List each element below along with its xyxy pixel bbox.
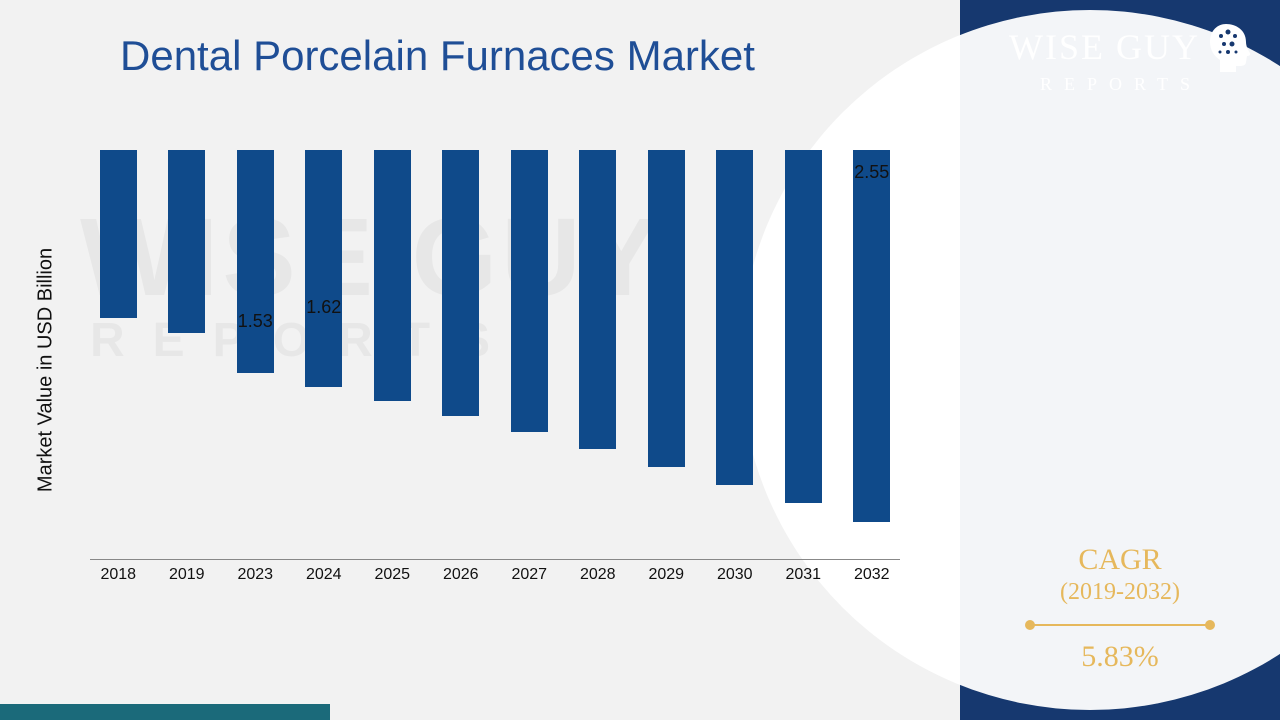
bar: [853, 150, 890, 522]
bars-container: 1.53 1.62 2.55: [90, 150, 900, 559]
bar-wrap: [574, 150, 623, 559]
bar: [648, 150, 685, 467]
category-label: 2023: [231, 560, 280, 590]
category-label: 2029: [642, 560, 691, 590]
category-label: 2028: [574, 560, 623, 590]
bar-wrap: 1.62: [300, 150, 349, 559]
bar-wrap: [779, 150, 828, 559]
bar-wrap: [163, 150, 212, 559]
category-label: 2024: [300, 560, 349, 590]
cagr-separator: [1030, 624, 1210, 626]
bar: [442, 150, 479, 416]
bar-value-label: 1.53: [238, 311, 273, 332]
bar: [579, 150, 616, 449]
brand-line2: REPORTS: [1009, 74, 1252, 95]
bar-wrap: [437, 150, 486, 559]
category-label: 2025: [368, 560, 417, 590]
bar-wrap: [368, 150, 417, 559]
category-label: 2030: [711, 560, 760, 590]
category-label: 2032: [848, 560, 897, 590]
category-label: 2019: [163, 560, 212, 590]
bar-wrap: 1.53: [231, 150, 280, 559]
bar-wrap: [94, 150, 143, 559]
bar: [374, 150, 411, 401]
market-chart: Market Value in USD Billion 1.531.622.55…: [80, 150, 900, 590]
category-label: 2018: [94, 560, 143, 590]
bar-value-label: 1.62: [306, 297, 341, 318]
head-icon: [1206, 22, 1252, 72]
categories-container: 2018 2019 2023 2024 2025 2026 2027 2028 2029 2030…: [90, 560, 900, 590]
stage: WISE GUY REPORTS Dental Porcelain Furnac…: [0, 0, 1280, 720]
bar-wrap: [711, 150, 760, 559]
brand-logo: WISE GUY REPORTS: [1009, 22, 1252, 95]
bar-wrap: [642, 150, 691, 559]
bar: [237, 150, 274, 373]
bar-wrap: 2.55: [848, 150, 897, 559]
cagr-box: CAGR (2019-2032) 5.83%: [1000, 543, 1240, 674]
bar: [305, 150, 342, 387]
category-label: 2027: [505, 560, 554, 590]
bar-wrap: [505, 150, 554, 559]
brand-line1: WISE GUY: [1009, 26, 1200, 68]
bar: [100, 150, 137, 318]
category-label: 2026: [437, 560, 486, 590]
bar: [511, 150, 548, 432]
cagr-value: 5.83%: [1000, 640, 1240, 674]
plot-area: 1.53 1.62 2.55: [90, 150, 900, 560]
cagr-label: CAGR: [1000, 543, 1240, 577]
bar-value-label: 2.55: [854, 162, 889, 183]
bar: [785, 150, 822, 503]
category-label: 2031: [779, 560, 828, 590]
bottom-strip: [0, 704, 330, 720]
cagr-period: (2019-2032): [1000, 579, 1240, 606]
page-title: Dental Porcelain Furnaces Market: [120, 32, 755, 80]
y-axis-label: Market Value in USD Billion: [35, 248, 58, 492]
bar: [168, 150, 205, 333]
bar: [716, 150, 753, 485]
